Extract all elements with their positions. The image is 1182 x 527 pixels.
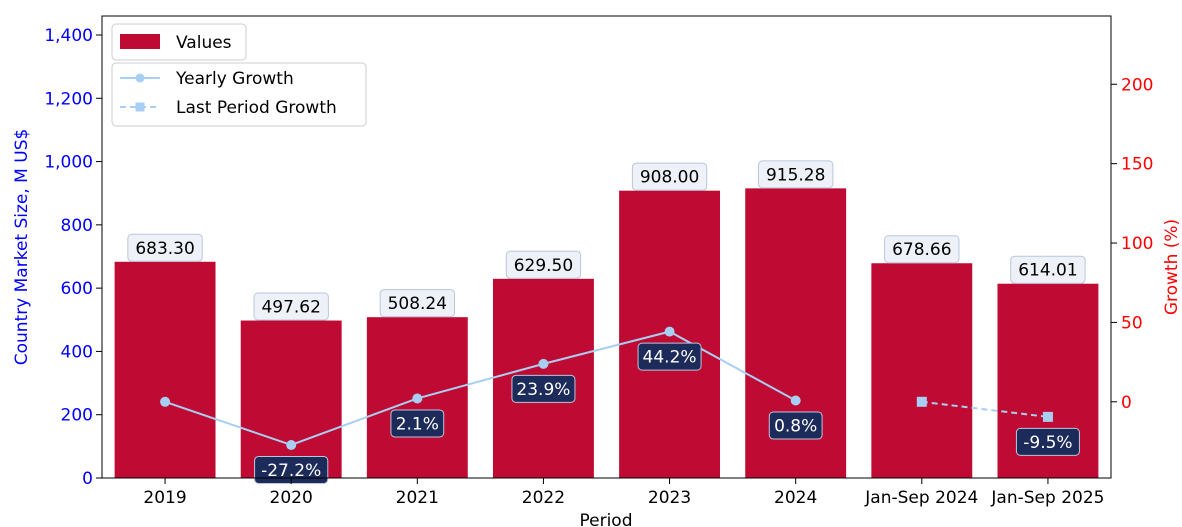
x-tick-label: Jan-Sep 2024 xyxy=(864,488,978,508)
x-tick-label: 2022 xyxy=(522,488,565,508)
x-axis-label: Period xyxy=(579,511,632,527)
y-tick-label: 600 xyxy=(61,279,93,299)
legend-box-growth xyxy=(111,62,367,127)
x-tick-label: 2020 xyxy=(270,488,313,508)
y2-tick-label: 150 xyxy=(1121,155,1153,175)
growth-marker xyxy=(916,396,927,407)
value-label: 915.28 xyxy=(766,165,825,185)
legend-box-values xyxy=(111,23,247,61)
growth-marker xyxy=(538,358,549,369)
left-y-axis: 0 200 400 600 800 1,000 1,200 1,400 xyxy=(44,26,102,489)
value-label: 508.24 xyxy=(388,294,447,314)
x-tick-label: 2021 xyxy=(396,488,439,508)
growth-line xyxy=(921,400,1049,418)
growth-label: 0.8% xyxy=(774,417,817,437)
y2-tick-label: 0 xyxy=(1121,393,1132,413)
y2-tick-label: 50 xyxy=(1121,313,1143,333)
y-axis-label: Country Market Size, M US$ xyxy=(12,129,32,366)
bar xyxy=(114,261,216,478)
value-label: 683.30 xyxy=(135,239,194,259)
value-label-box xyxy=(253,292,329,321)
growth-label-box xyxy=(511,374,576,403)
legend-label-last-period-growth: Last Period Growth xyxy=(176,98,337,118)
bar xyxy=(240,320,342,478)
growth-label-box xyxy=(390,409,445,438)
value-label-box xyxy=(379,289,456,318)
x-tick-label: 2019 xyxy=(143,488,186,508)
value-label: 614.01 xyxy=(1018,261,1077,281)
growth-marker xyxy=(664,326,675,337)
value-label: 497.62 xyxy=(261,298,320,318)
value-label: 678.66 xyxy=(892,240,951,260)
y-tick-label: 1,000 xyxy=(44,153,93,173)
bar xyxy=(871,263,973,478)
growth-marker xyxy=(1042,411,1053,422)
growth-label: -27.2% xyxy=(261,461,321,481)
x-tick-label: 2024 xyxy=(774,488,817,508)
value-label-box xyxy=(127,233,203,262)
growth-label: 23.9% xyxy=(516,380,570,400)
value-label-box xyxy=(1010,255,1086,284)
growth-label-box xyxy=(1015,427,1080,456)
right-y-axis: 0 50 100 150 200 xyxy=(1111,75,1153,413)
y2-tick-label: 200 xyxy=(1121,75,1153,95)
y-tick-label: 800 xyxy=(61,216,93,236)
x-axis: 2019 2020 2021 2022 2023 2024 Jan-Sep 2024 Jan-… xyxy=(143,478,1104,508)
growth-label-box xyxy=(637,342,702,371)
legend: Values Yearly Growth Last Period Growth xyxy=(111,23,367,127)
legend-label-yearly-growth: Yearly Growth xyxy=(175,69,294,89)
legend-swatch-values xyxy=(120,34,160,49)
legend-marker-last-period-growth xyxy=(135,102,145,112)
growth-label: 44.2% xyxy=(643,348,697,368)
growth-label: -9.5% xyxy=(1023,433,1072,453)
value-label: 629.50 xyxy=(514,256,573,276)
x-tick-label: 2023 xyxy=(648,488,691,508)
y-tick-label: 1,200 xyxy=(44,89,93,109)
legend-marker-yearly-growth xyxy=(135,73,145,83)
y2-tick-label: 100 xyxy=(1121,234,1153,254)
growth-marker xyxy=(412,393,423,404)
legend-label-values: Values xyxy=(176,33,232,53)
growth-marker xyxy=(286,439,297,450)
y-tick-label: 1,400 xyxy=(44,26,93,46)
y-tick-label: 400 xyxy=(61,342,93,362)
value-label-box xyxy=(505,250,582,279)
growth-marker xyxy=(160,396,171,407)
y-tick-label: 0 xyxy=(82,469,93,489)
value-label-box xyxy=(757,160,834,189)
growth-label-box xyxy=(768,411,823,440)
x-tick-label: Jan-Sep 2025 xyxy=(990,488,1104,508)
plot-frame xyxy=(101,15,1112,479)
y2-axis-label: Growth (%) xyxy=(1162,219,1182,315)
y-tick-label: 200 xyxy=(61,406,93,426)
growth-label: 2.1% xyxy=(396,414,439,434)
data-labels-group: 683.30 497.62 508.24 629.50 908.00 915.28 678.… xyxy=(127,160,1086,484)
growth-marker xyxy=(790,395,801,406)
value-label-box xyxy=(631,162,708,191)
value-label: 908.00 xyxy=(640,168,699,188)
value-label-box xyxy=(884,235,960,264)
